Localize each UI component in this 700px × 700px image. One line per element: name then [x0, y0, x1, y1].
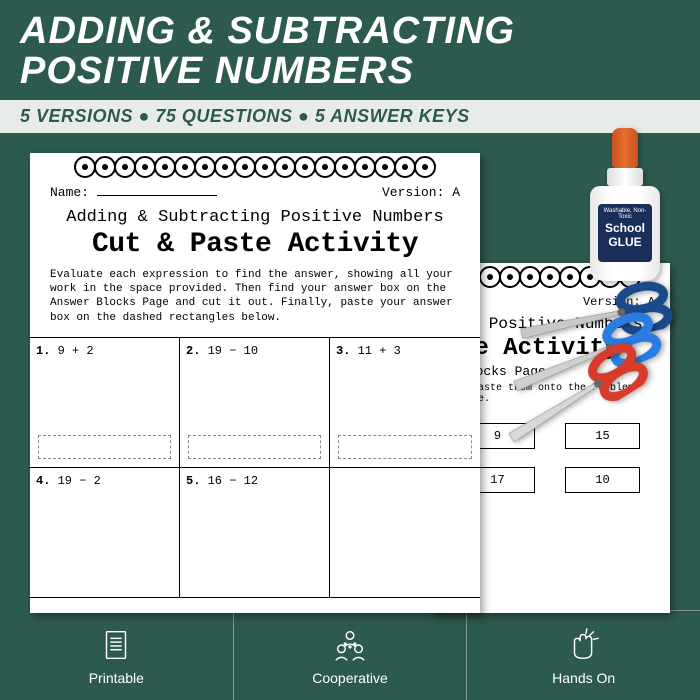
problem-cell: 2. 19 − 10	[180, 338, 330, 468]
main-worksheet: Name: Version: A Adding & Subtracting Po…	[30, 153, 480, 613]
people-icon	[331, 626, 369, 664]
problem-cell	[330, 468, 480, 598]
footer: Printable Cooperative Hands On	[0, 610, 700, 700]
scissors-group-icon	[490, 293, 690, 463]
content-area: Version: A ng Positive Numbers te Activi…	[0, 133, 700, 613]
answer-box: 10	[565, 467, 640, 493]
answer-dropzone	[338, 435, 472, 459]
footer-feature: Hands On	[467, 611, 700, 700]
footer-label: Printable	[89, 670, 144, 686]
answer-row: 17 10	[460, 467, 670, 493]
name-label: Name:	[50, 185, 217, 200]
glue-brand-2: GLUE	[600, 236, 650, 248]
hands-icon	[565, 626, 603, 664]
footer-feature: Cooperative	[234, 611, 468, 700]
problem-cell: 3. 11 + 3	[330, 338, 480, 468]
footer-label: Cooperative	[312, 670, 388, 686]
page-title-line2: POSITIVE NUMBERS	[20, 52, 680, 92]
problem-cell: 4. 19 − 2	[30, 468, 180, 598]
problem-cell: 5. 16 − 12	[180, 468, 330, 598]
page-title-line1: ADDING & SUBTRACTING	[20, 12, 680, 52]
subheader-text: 5 VERSIONS ● 75 QUESTIONS ● 5 ANSWER KEY…	[20, 106, 680, 127]
answer-dropzone	[38, 435, 171, 459]
problem-grid: 1. 9 + 2 2. 19 − 10 3. 11 + 3 4. 19 − 2 …	[30, 337, 480, 598]
ws-instructions: Evaluate each expression to find the ans…	[30, 260, 480, 333]
glue-bottle-icon: Washable, Non-Toxic School GLUE	[585, 128, 665, 283]
answer-dropzone	[188, 435, 321, 459]
ws-activity-title: Cut & Paste Activity	[30, 229, 480, 260]
decorative-circles	[30, 153, 480, 181]
glue-brand-1: School	[600, 222, 650, 234]
problem-cell: 1. 9 + 2	[30, 338, 180, 468]
header: ADDING & SUBTRACTING POSITIVE NUMBERS	[0, 0, 700, 100]
version-label: Version: A	[382, 185, 460, 200]
ws-title: Adding & Subtracting Positive Numbers	[30, 208, 480, 227]
glue-small-text: Washable, Non-Toxic	[600, 208, 650, 220]
ws-header-row: Name: Version: A	[30, 181, 480, 204]
document-icon	[97, 626, 135, 664]
footer-label: Hands On	[552, 670, 615, 686]
